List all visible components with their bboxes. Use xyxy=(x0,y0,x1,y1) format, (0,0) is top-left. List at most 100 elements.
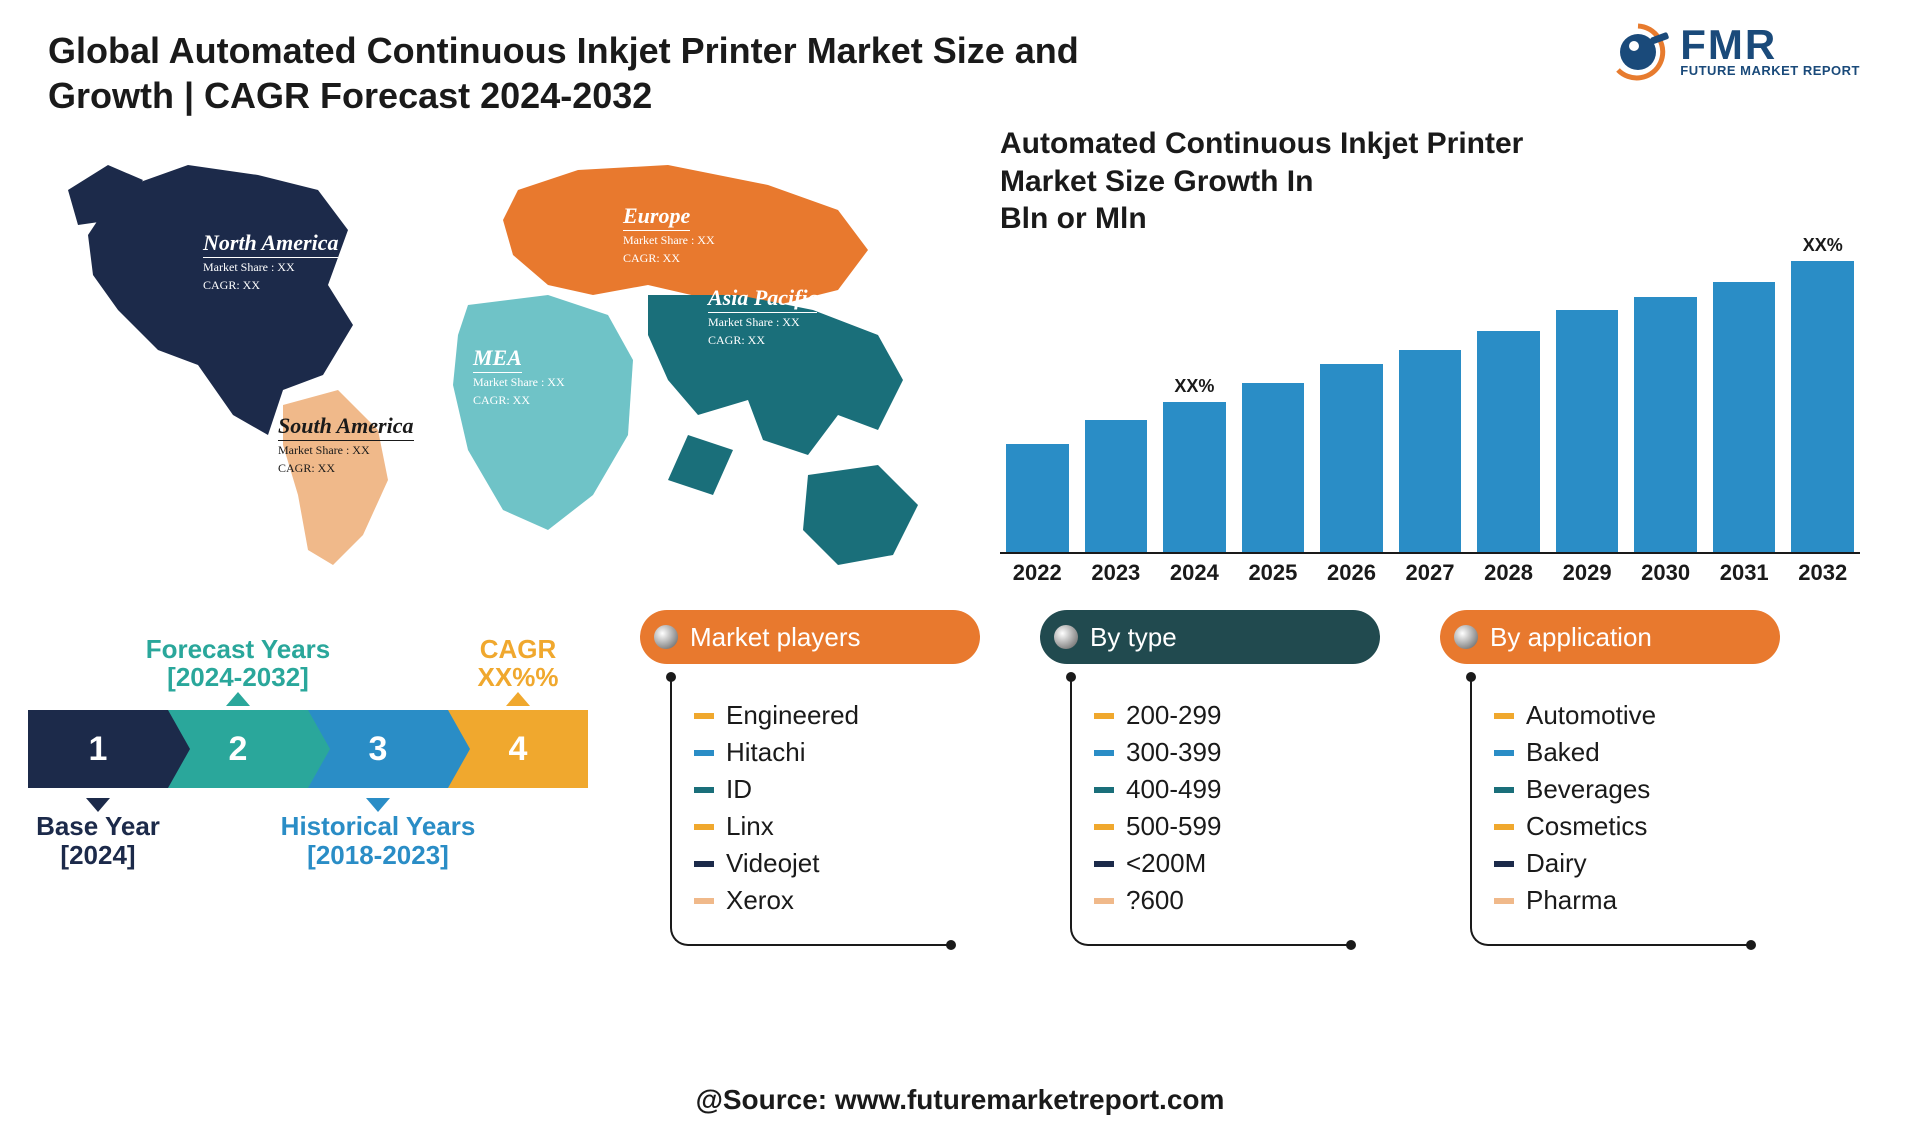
region-label: Asia PacificMarket Share : XXCAGR: XX xyxy=(708,285,817,348)
tick-icon xyxy=(1094,713,1114,719)
category-item-label: 300-399 xyxy=(1126,737,1221,768)
region-north-america xyxy=(68,165,353,435)
bar-annotation: XX% xyxy=(1174,376,1214,397)
category-item-label: Engineered xyxy=(726,700,859,731)
category-item-label: Cosmetics xyxy=(1526,811,1647,842)
category-item: Baked xyxy=(1494,737,1750,768)
bar-year: 2023 xyxy=(1085,560,1148,586)
tick-icon xyxy=(1094,861,1114,867)
timeline-bar: 1234 xyxy=(28,710,588,788)
logo-abbrev: FMR xyxy=(1680,26,1860,64)
category-item-label: Hitachi xyxy=(726,737,805,768)
timeline-label: Base Year[2024] xyxy=(0,794,198,869)
category-title: By application xyxy=(1490,622,1652,653)
bar xyxy=(1242,383,1305,552)
category-item: Pharma xyxy=(1494,885,1750,916)
category-columns: Market playersEngineeredHitachiIDLinxVid… xyxy=(640,610,1780,946)
category-item: Linx xyxy=(694,811,950,842)
tick-icon xyxy=(694,787,714,793)
bar-year: 2028 xyxy=(1477,560,1540,586)
bar-chart: Automated Continuous Inkjet Printer Mark… xyxy=(1000,125,1860,565)
category-title: By type xyxy=(1090,622,1177,653)
page-title: Global Automated Continuous Inkjet Print… xyxy=(48,28,1148,118)
category-column: By application Automotive Baked Beverages Co… xyxy=(1440,610,1780,946)
bar-year: 2026 xyxy=(1320,560,1383,586)
bar-column xyxy=(1242,383,1305,552)
bar-column xyxy=(1477,331,1540,551)
category-column: Market playersEngineeredHitachiIDLinxVid… xyxy=(640,610,980,946)
bullet-icon xyxy=(654,625,678,649)
bar-year: 2032 xyxy=(1791,560,1854,586)
region-label: North AmericaMarket Share : XXCAGR: XX xyxy=(203,230,338,293)
bar xyxy=(1634,297,1697,552)
tick-icon xyxy=(1094,750,1114,756)
timeline-label: Forecast Years[2024-2032] xyxy=(138,635,338,710)
bar-year: 2027 xyxy=(1399,560,1462,586)
category-item: 300-399 xyxy=(1094,737,1350,768)
category-item: Beverages xyxy=(1494,774,1750,805)
category-item-label: Baked xyxy=(1526,737,1600,768)
tick-icon xyxy=(1494,824,1514,830)
category-item: Xerox xyxy=(694,885,950,916)
bar xyxy=(1085,420,1148,551)
category-item-label: <200M xyxy=(1126,848,1206,879)
bar-column xyxy=(1556,310,1619,552)
bar-column xyxy=(1320,364,1383,552)
category-item: Engineered xyxy=(694,700,950,731)
category-item: 500-599 xyxy=(1094,811,1350,842)
logo-text: FMR FUTURE MARKET REPORT xyxy=(1680,26,1860,79)
tick-icon xyxy=(1494,787,1514,793)
category-body: Automotive Baked Beverages Cosmetics Dairy Ph… xyxy=(1470,678,1750,946)
tick-icon xyxy=(694,824,714,830)
tick-icon xyxy=(1494,861,1514,867)
category-item-label: Dairy xyxy=(1526,848,1587,879)
category-item: <200M xyxy=(1094,848,1350,879)
bar xyxy=(1713,282,1776,552)
bar-chart-title-l2: Market Size Growth In xyxy=(1000,163,1860,201)
logo-spyglass-icon xyxy=(1606,20,1670,84)
category-item-label: 500-599 xyxy=(1126,811,1221,842)
category-body: EngineeredHitachiIDLinxVideojetXerox xyxy=(670,678,950,946)
bar-column xyxy=(1713,282,1776,552)
bar-column xyxy=(1634,297,1697,552)
bar-chart-title-l3: Bln or Mln xyxy=(1000,200,1860,238)
category-item-label: Xerox xyxy=(726,885,794,916)
region-label: EuropeMarket Share : XXCAGR: XX xyxy=(623,203,715,266)
bar-year: 2022 xyxy=(1006,560,1069,586)
timeline-bottom-labels: Base Year[2024]Historical Years[2018-202… xyxy=(28,794,588,884)
source-line: @Source: www.futuremarketreport.com xyxy=(0,1084,1920,1116)
tick-icon xyxy=(694,861,714,867)
bar-years-row: 2022202320242025202620272028202920302031… xyxy=(1000,554,1860,586)
category-item-label: 200-299 xyxy=(1126,700,1221,731)
bar xyxy=(1399,350,1462,552)
bar: XX% xyxy=(1791,261,1854,552)
tick-icon xyxy=(694,750,714,756)
bar-column xyxy=(1399,350,1462,552)
bar-column: XX% xyxy=(1791,261,1854,552)
timeline-label: Historical Years[2018-2023] xyxy=(278,794,478,869)
category-body: 200-299300-399400-499500-599<200M?600 xyxy=(1070,678,1350,946)
category-item: ?600 xyxy=(1094,885,1350,916)
region-label: South AmericaMarket Share : XXCAGR: XX xyxy=(278,413,414,476)
tick-icon xyxy=(1494,713,1514,719)
bar-annotation: XX% xyxy=(1803,235,1843,256)
tick-icon xyxy=(694,898,714,904)
category-header: Market players xyxy=(640,610,980,664)
logo-full: FUTURE MARKET REPORT xyxy=(1680,63,1860,78)
category-item: Hitachi xyxy=(694,737,950,768)
bullet-icon xyxy=(1454,625,1478,649)
timeline-top-labels: Forecast Years[2024-2032]CAGRXX%% xyxy=(28,640,588,710)
category-item-label: Automotive xyxy=(1526,700,1656,731)
tick-icon xyxy=(1094,824,1114,830)
world-map: North AmericaMarket Share : XXCAGR: XX So… xyxy=(48,135,928,575)
bullet-icon xyxy=(1054,625,1078,649)
bar-year: 2025 xyxy=(1242,560,1305,586)
tick-icon xyxy=(1494,750,1514,756)
bar xyxy=(1320,364,1383,552)
category-item: Automotive xyxy=(1494,700,1750,731)
bars-area: XX% XX% xyxy=(1000,244,1860,554)
bar-column xyxy=(1006,444,1069,552)
bar-year: 2031 xyxy=(1713,560,1776,586)
category-item: Cosmetics xyxy=(1494,811,1750,842)
category-item: 200-299 xyxy=(1094,700,1350,731)
